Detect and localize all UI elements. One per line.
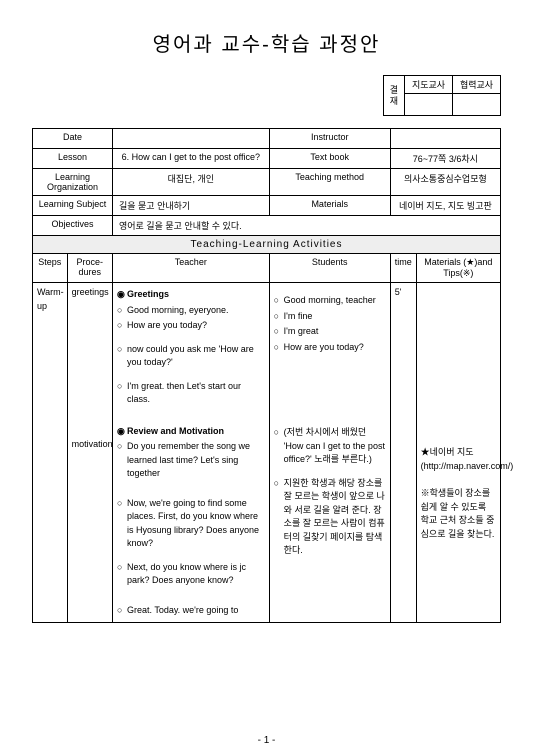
document-title: 영어과 교수-학습 과정안 (32, 28, 501, 57)
students-cell: ○Good morning, teacher ○I'm fine ○I'm gr… (269, 283, 390, 623)
procedure-cell: greetings motivation (67, 283, 112, 623)
bullet-icon: ○ (274, 294, 284, 308)
bullet-icon: ○ (274, 310, 284, 324)
material-note: ★네이버 지도 (http://map.naver.com/) (421, 446, 496, 473)
proc-motivation: motivation (72, 438, 108, 452)
teacher-line: now could you ask me 'How are you today?… (127, 343, 265, 370)
date-label: Date (33, 129, 113, 149)
student-line: (저번 차시에서 배웠던 'How can I get to the post … (284, 426, 386, 467)
main-table: Date Instructor Lesson 6. How can I get … (32, 128, 501, 623)
approval-table: 결 재 지도교사 협력교사 (383, 75, 501, 116)
instructor-label: Instructor (269, 129, 390, 149)
materials-value: 네이버 지도, 지도 빙고판 (390, 196, 500, 216)
org-value: 대집단, 개인 (112, 169, 269, 196)
approval-vertical-label: 결 재 (383, 76, 404, 116)
teacher-line: Good morning, eyeryone. (127, 304, 265, 318)
bullet-icon: ○ (117, 319, 127, 333)
org-label: Learning Organization (33, 169, 113, 196)
tip-note: ※학생들이 장소를 쉽게 알 수 있도록 학교 근처 장소들 중심으로 길을 찾… (421, 487, 496, 541)
time-cell: 5' (390, 283, 416, 623)
teacher-line: I'm great. then Let's start our class. (127, 380, 265, 407)
objectives-value: 영어로 길을 묻고 안내할 수 있다. (112, 216, 500, 236)
teacher-line: Now, we're going to find some places. Fi… (127, 497, 265, 551)
bullet-icon: ○ (117, 304, 127, 318)
greetings-heading: Greetings (127, 288, 265, 302)
proc-greetings: greetings (72, 286, 108, 300)
student-line: 지원한 학생과 해당 장소를 잘 모르는 학생이 앞으로 나와 서로 길을 알려… (284, 477, 386, 558)
approval-sig1 (405, 94, 453, 116)
teacher-cell: ◉ Greetings ○Good morning, eyeryone. ○Ho… (112, 283, 269, 623)
subject-value: 길을 묻고 안내하기 (112, 196, 269, 216)
col-materials: Materials (★)and Tips(※) (416, 254, 500, 283)
student-line: I'm great (284, 325, 386, 339)
col-time: time (390, 254, 416, 283)
student-line: I'm fine (284, 310, 386, 324)
lesson-value: 6. How can I get to the post office? (112, 149, 269, 169)
col-procedures: Proce-dures (67, 254, 112, 283)
review-heading: Review and Motivation (127, 425, 265, 439)
bullet-icon: ○ (274, 341, 284, 355)
objectives-label: Objectives (33, 216, 113, 236)
teacher-line: Next, do you know where is jc park? Does… (127, 561, 265, 588)
col-students: Students (269, 254, 390, 283)
teacher-line: Do you remember the song we learned last… (127, 440, 265, 481)
subject-label: Learning Subject (33, 196, 113, 216)
col-teacher: Teacher (112, 254, 269, 283)
textbook-value: 76~77쪽 3/6차시 (390, 149, 500, 169)
student-line: How are you today? (284, 341, 386, 355)
lesson-label: Lesson (33, 149, 113, 169)
bullet-icon: ○ (274, 477, 284, 558)
textbook-label: Text book (269, 149, 390, 169)
bullet-icon: ○ (117, 497, 127, 551)
method-value: 의사소통중심수업모형 (390, 169, 500, 196)
method-label: Teaching method (269, 169, 390, 196)
page-number: - 1 - (0, 735, 533, 746)
teacher-line: How are you today? (127, 319, 265, 333)
bullet-icon: ○ (117, 561, 127, 588)
section-icon: ◉ (117, 425, 127, 439)
approval-col2: 협력교사 (453, 76, 501, 94)
bullet-icon: ○ (274, 426, 284, 467)
bullet-icon: ○ (117, 604, 127, 618)
bullet-icon: ○ (274, 325, 284, 339)
materials-label: Materials (269, 196, 390, 216)
bullet-icon: ○ (117, 343, 127, 370)
student-line: Good morning, teacher (284, 294, 386, 308)
date-value (112, 129, 269, 149)
approval-sig2 (453, 94, 501, 116)
bullet-icon: ○ (117, 440, 127, 481)
bullet-icon: ○ (117, 380, 127, 407)
materials-tips-cell: ★네이버 지도 (http://map.naver.com/) ※학생들이 장소… (416, 283, 500, 623)
step-cell: Warm-up (33, 283, 68, 623)
activities-section-header: Teaching-Learning Activities (33, 236, 501, 254)
approval-col1: 지도교사 (405, 76, 453, 94)
col-steps: Steps (33, 254, 68, 283)
instructor-value (390, 129, 500, 149)
teacher-line: Great. Today. we're going to (127, 604, 265, 618)
section-icon: ◉ (117, 288, 127, 302)
